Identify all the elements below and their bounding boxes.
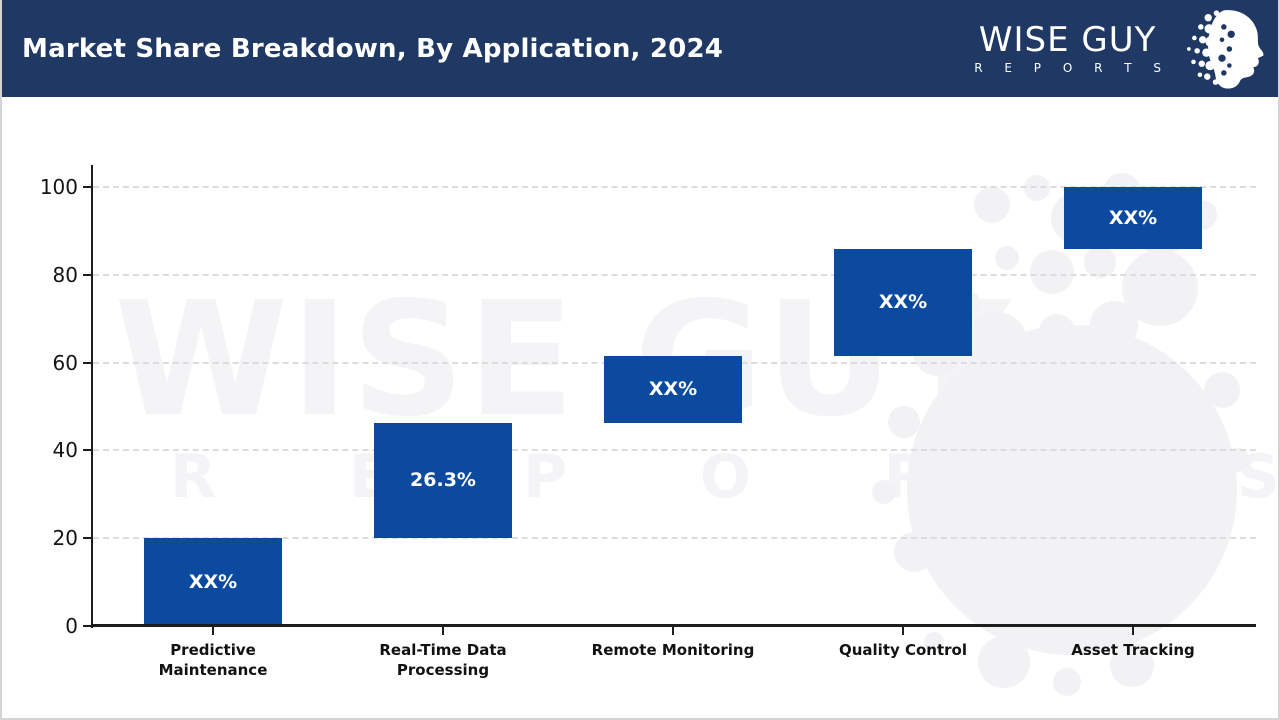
x-tick-4 (1132, 626, 1134, 635)
bar-value-label: XX% (188, 571, 238, 594)
bar-real-time-data-processing: 26.3% (374, 422, 512, 539)
wise-guy-logo: WISE GUY R E P O R T S (965, 6, 1278, 92)
logo-wordmark: WISE GUY (978, 20, 1157, 60)
category-label-3: Quality Control (783, 640, 1023, 660)
y-tick-0 (83, 625, 93, 627)
bar-predictive-maintenance: XX% (144, 538, 282, 626)
y-tick-label-80: 80 (52, 262, 78, 287)
gridline-20 (93, 537, 1256, 540)
bar-quality-control: XX% (834, 248, 972, 356)
bar-value-label: XX% (878, 291, 928, 314)
bar-value-label: XX% (1108, 206, 1158, 229)
y-tick-label-100: 100 (39, 175, 78, 199)
category-label-2: Remote Monitoring (553, 640, 793, 660)
category-label-line: Quality Control (838, 641, 967, 659)
y-tick-label-0: 0 (65, 614, 78, 638)
watermark-face-icon (872, 173, 1249, 696)
category-label-line: Asset Tracking (1071, 641, 1195, 659)
category-label-0: Predictive Maintenance (93, 640, 333, 680)
gridline-100 (93, 186, 1256, 188)
logo-face-icon (1187, 9, 1264, 89)
y-tick-100 (83, 186, 93, 188)
bar-asset-tracking: XX% (1064, 187, 1202, 249)
logo-subtitle: R E P O R T S (974, 61, 1170, 75)
logo-text: WISE GUY R E P O R T S (965, 23, 1170, 74)
gridline-80 (93, 273, 1256, 276)
y-tick-label-60: 60 (52, 350, 78, 375)
bar-value-label: 26.3% (410, 469, 476, 492)
y-tick-60 (83, 361, 93, 364)
bar-remote-monitoring: XX% (604, 356, 742, 423)
x-tick-0 (212, 626, 214, 635)
category-label-1: Real-Time Data Processing (323, 640, 563, 680)
category-label-4: Asset Tracking (1013, 640, 1253, 660)
category-label-line: Maintenance (158, 661, 268, 679)
bar-value-label: XX% (648, 378, 698, 401)
y-axis-spine (91, 165, 93, 628)
category-label-line: Predictive (170, 641, 256, 659)
y-tick-label-20: 20 (52, 526, 78, 551)
x-tick-3 (902, 626, 904, 635)
page-title: Market Share Breakdown, By Application, … (22, 33, 724, 64)
x-axis-spine (91, 624, 1256, 627)
y-tick-label-40: 40 (52, 438, 78, 463)
gridline-40 (93, 449, 1256, 452)
y-tick-40 (83, 449, 93, 452)
y-tick-20 (83, 537, 93, 540)
x-tick-2 (672, 626, 674, 635)
y-tick-80 (83, 273, 93, 276)
x-tick-1 (442, 626, 444, 635)
header-bar: Market Share Breakdown, By Application, … (2, 0, 1278, 97)
category-label-line: Processing (396, 661, 490, 679)
category-label-line: Remote Monitoring (591, 641, 755, 659)
category-label-line: Real-Time Data (379, 641, 507, 659)
